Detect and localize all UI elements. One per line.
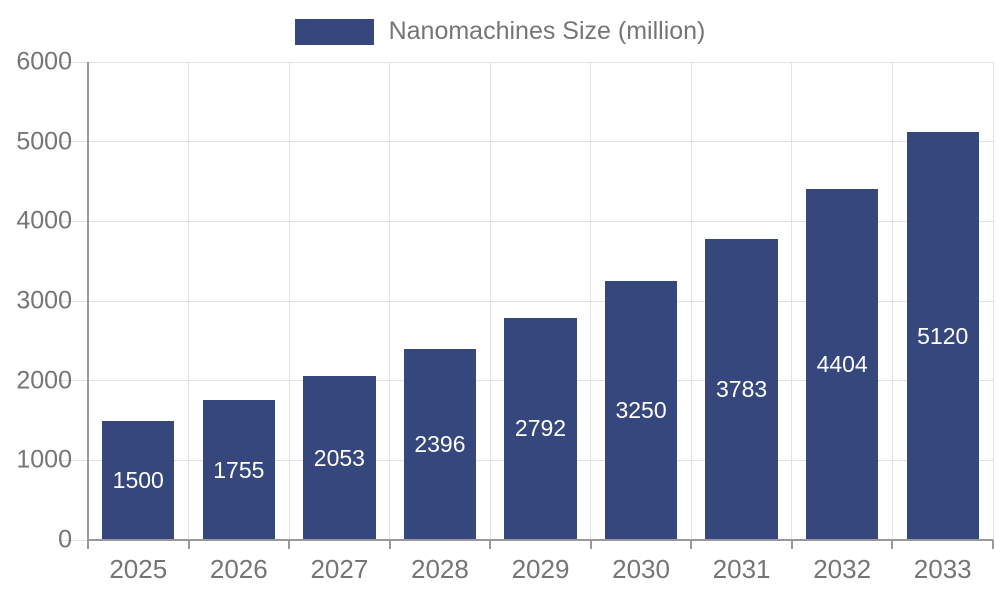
bar-2029[interactable]: 2792 <box>504 317 577 540</box>
y-axis-tick <box>60 459 88 461</box>
legend: Nanomachines Size (million) <box>0 17 1000 46</box>
y-axis-tick <box>60 380 88 382</box>
x-axis-tick <box>589 540 592 549</box>
bar-2031[interactable]: 3783 <box>705 238 778 540</box>
x-axis-tick <box>288 540 291 549</box>
x-axis-tick-label: 2026 <box>209 554 268 584</box>
y-axis-tick <box>60 141 88 143</box>
bar-2032[interactable]: 4404 <box>805 189 879 540</box>
x-gridline <box>992 62 994 540</box>
plot-area: 0 1000 2000 3000 4000 5000 6000 1500 2025 1755 202… <box>16 48 994 584</box>
bar-2033[interactable]: 5120 <box>906 132 979 540</box>
y-axis-tick-label: 5000 <box>16 127 72 156</box>
x-gridline <box>690 62 692 540</box>
y-axis-tick-label: 2000 <box>16 366 72 395</box>
bar-value-label: 5120 <box>917 322 969 349</box>
bar-2026[interactable]: 1755 <box>202 400 276 540</box>
bar-2025[interactable]: 1500 <box>102 420 175 540</box>
x-gridline <box>188 62 190 540</box>
bar-2030[interactable]: 3250 <box>604 281 678 540</box>
bar-value-label: 1755 <box>213 456 265 483</box>
x-axis-tick-label: 2029 <box>511 554 570 584</box>
x-axis-tick-label: 2032 <box>813 554 872 584</box>
x-axis-tick <box>489 540 492 549</box>
bar-value-label: 2792 <box>514 415 567 442</box>
y-axis-tick <box>60 61 88 63</box>
x-axis-tick <box>187 540 190 549</box>
y-axis-tick-label: 1000 <box>16 445 72 474</box>
y-axis-tick-label: 3000 <box>16 286 72 315</box>
x-axis-tick <box>388 540 391 549</box>
x-axis-tick <box>790 540 793 549</box>
y-gridline <box>88 141 993 143</box>
x-gridline <box>389 62 391 540</box>
bar-2027[interactable]: 2053 <box>303 376 376 540</box>
bar-value-label: 1500 <box>112 466 164 493</box>
bar-value-label: 4404 <box>816 351 868 378</box>
x-axis-tick <box>891 540 894 549</box>
x-axis-tick-label: 2028 <box>411 554 469 584</box>
y-gridline <box>88 220 993 222</box>
y-axis-tick-label: 6000 <box>16 47 72 76</box>
x-axis-tick-label: 2027 <box>310 554 369 584</box>
y-axis-line <box>87 62 89 549</box>
y-axis-tick <box>60 539 88 541</box>
y-axis-tick <box>60 220 88 222</box>
bar-value-label: 2053 <box>313 444 365 471</box>
y-axis-tick-label: 4000 <box>16 206 72 235</box>
y-gridline <box>88 300 993 302</box>
bar-value-label: 3783 <box>716 375 768 402</box>
bar-value-label: 3250 <box>615 397 667 424</box>
x-axis-line <box>88 539 993 541</box>
x-axis-tick <box>992 540 994 549</box>
x-axis-tick <box>690 540 693 549</box>
x-gridline <box>590 62 592 540</box>
x-gridline <box>288 62 290 540</box>
x-axis-tick-label: 2031 <box>712 554 771 584</box>
bar-2028[interactable]: 2396 <box>403 349 477 540</box>
legend-swatch-icon[interactable] <box>294 18 374 45</box>
y-gridline <box>88 61 993 63</box>
x-axis-tick-label: 2030 <box>612 554 670 584</box>
y-axis-tick <box>60 300 88 302</box>
x-gridline <box>489 62 491 540</box>
x-gridline <box>891 62 893 540</box>
x-axis-tick-label: 2025 <box>109 554 168 584</box>
x-axis-tick-label: 2033 <box>913 554 972 584</box>
bar-value-label: 2396 <box>414 431 466 458</box>
x-gridline <box>791 62 793 540</box>
legend-label[interactable]: Nanomachines Size (million) <box>388 17 706 45</box>
y-axis-tick-label: 0 <box>58 525 72 554</box>
